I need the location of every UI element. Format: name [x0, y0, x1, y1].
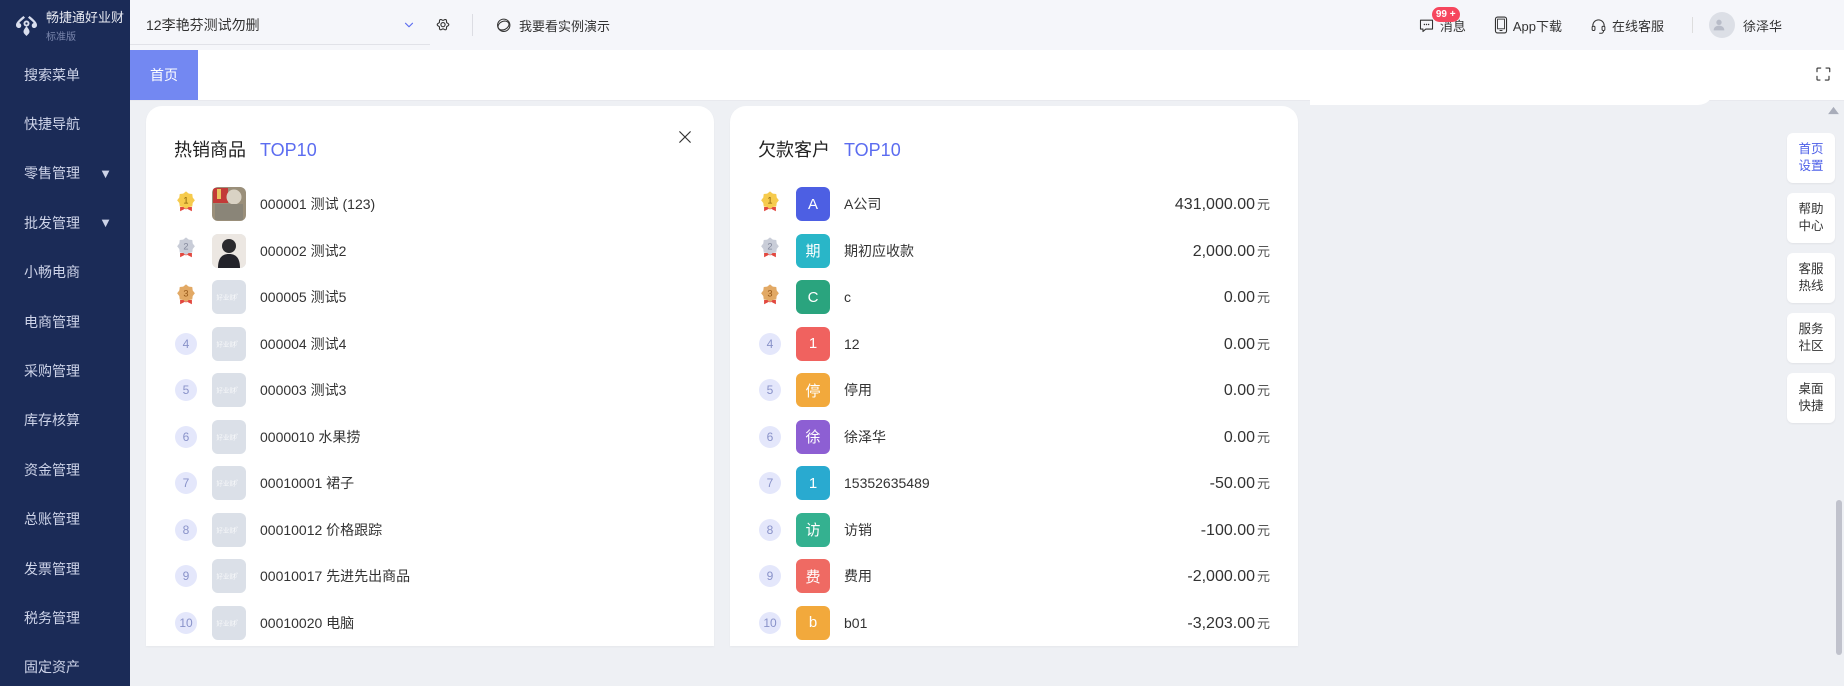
- svg-text:1: 1: [183, 195, 188, 205]
- svg-text:3: 3: [767, 288, 772, 298]
- svg-text:3: 3: [183, 288, 188, 298]
- svg-text:2: 2: [767, 242, 772, 252]
- svg-text:好业财: 好业财: [216, 525, 236, 534]
- svg-text:好业财: 好业财: [216, 572, 236, 581]
- svg-text:1: 1: [767, 195, 772, 205]
- svg-text:好业财: 好业财: [216, 293, 236, 302]
- svg-text:好业财: 好业财: [216, 432, 236, 441]
- svg-text:好业财: 好业财: [216, 386, 236, 395]
- svg-text:2: 2: [183, 242, 188, 252]
- svg-text:好业财: 好业财: [216, 479, 236, 488]
- svg-text:好业财: 好业财: [216, 618, 236, 627]
- svg-text:好业财: 好业财: [216, 339, 236, 348]
